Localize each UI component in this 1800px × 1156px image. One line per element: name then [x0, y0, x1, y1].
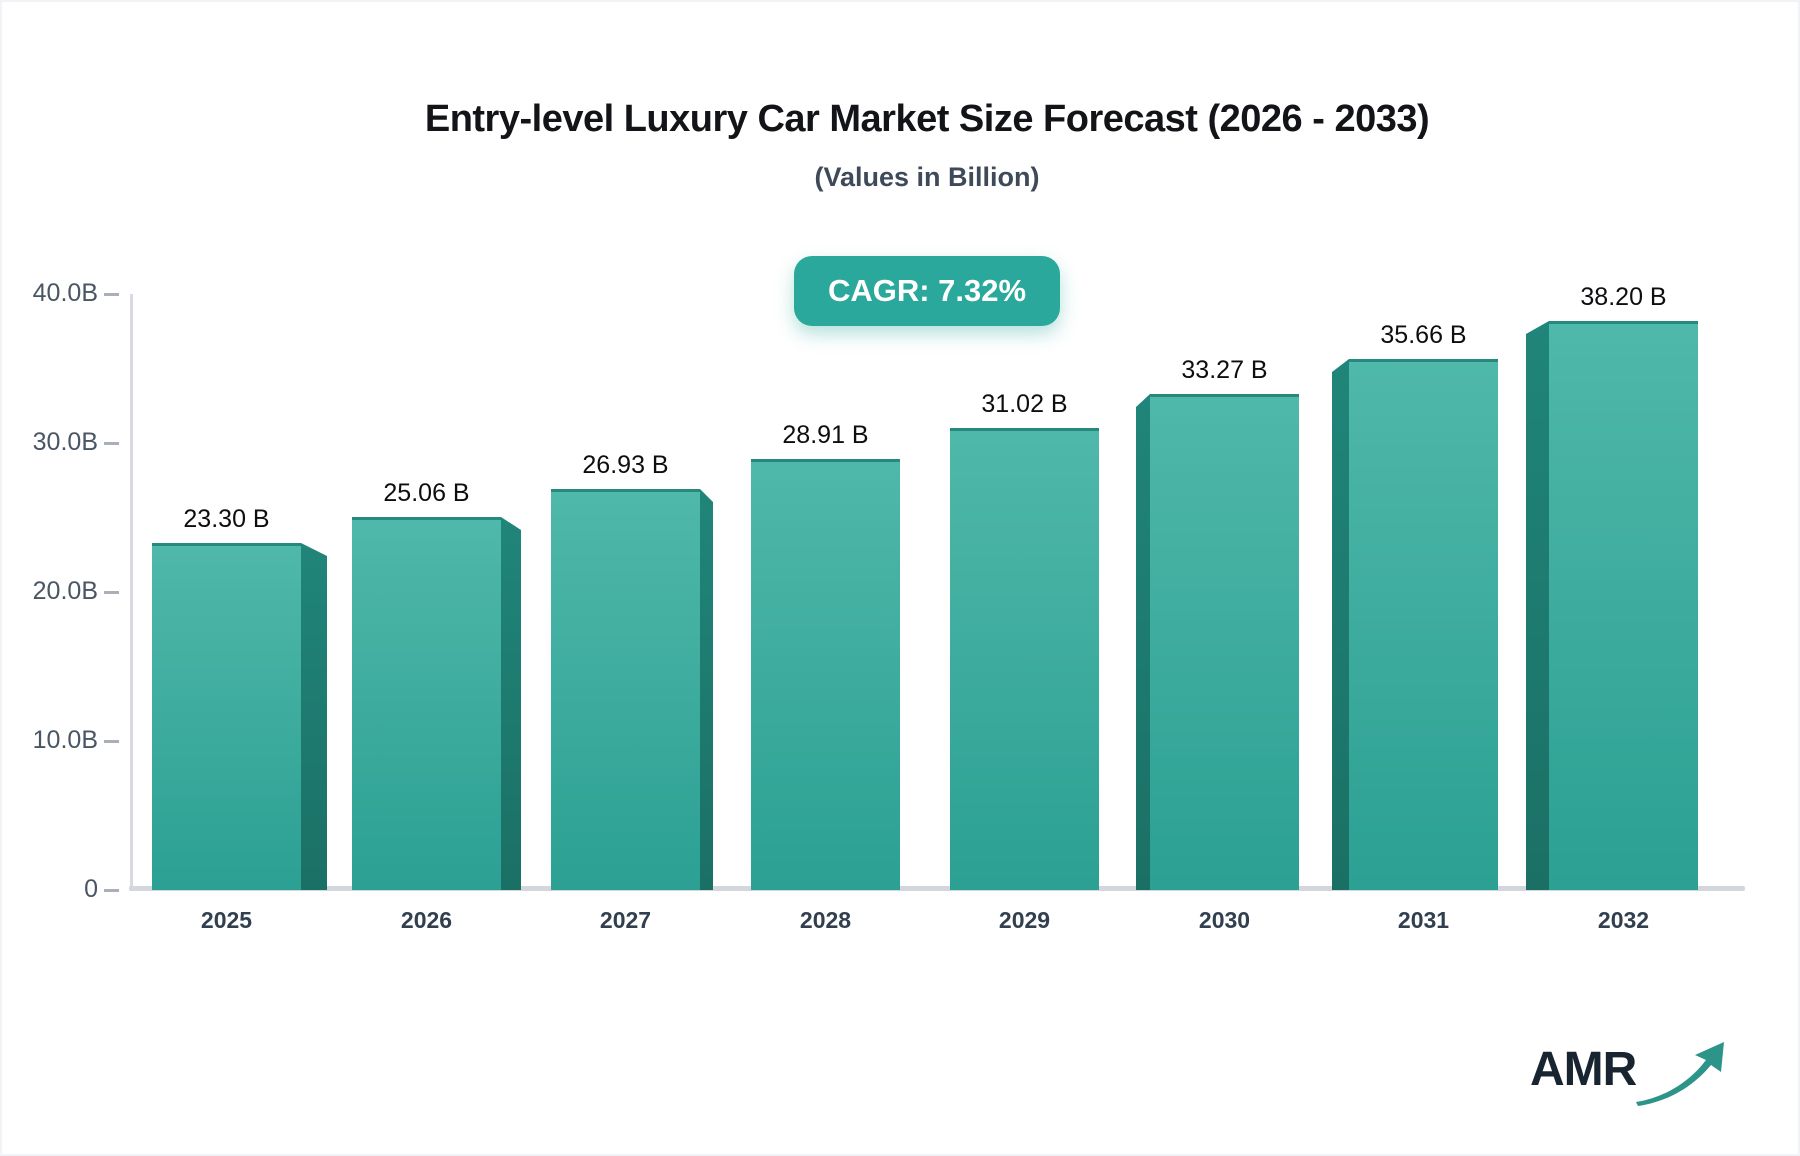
y-axis-tick	[104, 292, 119, 296]
bar-side-face	[700, 489, 713, 890]
x-axis-line	[129, 886, 1745, 891]
y-axis-tick	[104, 739, 119, 743]
bar-side-face	[1332, 359, 1349, 890]
y-axis-tick	[104, 441, 119, 445]
bar-side-face	[501, 517, 521, 890]
x-tick-label-2028: 2028	[799, 907, 852, 933]
bar-2025	[152, 543, 301, 890]
y-axis-line	[130, 294, 133, 890]
bar-value-label: 33.27 B	[1181, 356, 1268, 384]
bar-value-label: 38.20 B	[1580, 283, 1667, 311]
bar-value-label: 28.91 B	[782, 421, 869, 449]
y-tick-label: 10.0B	[32, 726, 98, 754]
bar-2027	[551, 489, 700, 890]
bar-2028	[751, 459, 900, 890]
bar-value-label: 31.02 B	[981, 390, 1068, 418]
x-tick-label-2032: 2032	[1597, 907, 1650, 933]
x-tick-label-2027: 2027	[599, 907, 652, 933]
y-tick-label: 0	[84, 875, 98, 903]
chart-title: Entry-level Luxury Car Market Size Forec…	[424, 98, 1430, 140]
bar-value-label: 25.06 B	[383, 479, 470, 507]
amr-logo: AMR	[1530, 1038, 1724, 1108]
bar-2029	[950, 428, 1099, 890]
y-axis-tick	[104, 888, 119, 892]
x-tick-label-2029: 2029	[998, 907, 1051, 933]
bar-side-face	[1136, 394, 1150, 890]
bar-side-face	[301, 543, 327, 890]
growth-arrow-icon	[1636, 1042, 1724, 1106]
bar-2026	[352, 517, 501, 890]
bar-value-label: 35.66 B	[1380, 321, 1467, 349]
x-tick-label-2031: 2031	[1397, 907, 1450, 933]
bar-2032	[1549, 321, 1698, 890]
y-tick-label: 20.0B	[32, 577, 98, 605]
bar-value-label: 23.30 B	[183, 505, 270, 533]
amr-logo-text: AMR	[1530, 1043, 1637, 1096]
cagr-badge: CAGR: 7.32%	[794, 256, 1060, 326]
chart-subtitle: (Values in Billion)	[814, 162, 1040, 192]
bar-2031	[1349, 359, 1498, 890]
cagr-badge-label: CAGR: 7.32%	[827, 273, 1027, 308]
x-tick-label-2030: 2030	[1198, 907, 1251, 933]
y-tick-label: 30.0B	[32, 428, 98, 456]
x-tick-label-2026: 2026	[400, 907, 453, 933]
x-tick-label-2025: 2025	[200, 907, 253, 933]
y-tick-label: 40.0B	[32, 279, 98, 307]
bar-2030	[1150, 394, 1299, 890]
bar-value-label: 26.93 B	[582, 451, 669, 479]
bar-side-face	[1526, 321, 1549, 890]
y-axis-tick	[104, 590, 119, 594]
